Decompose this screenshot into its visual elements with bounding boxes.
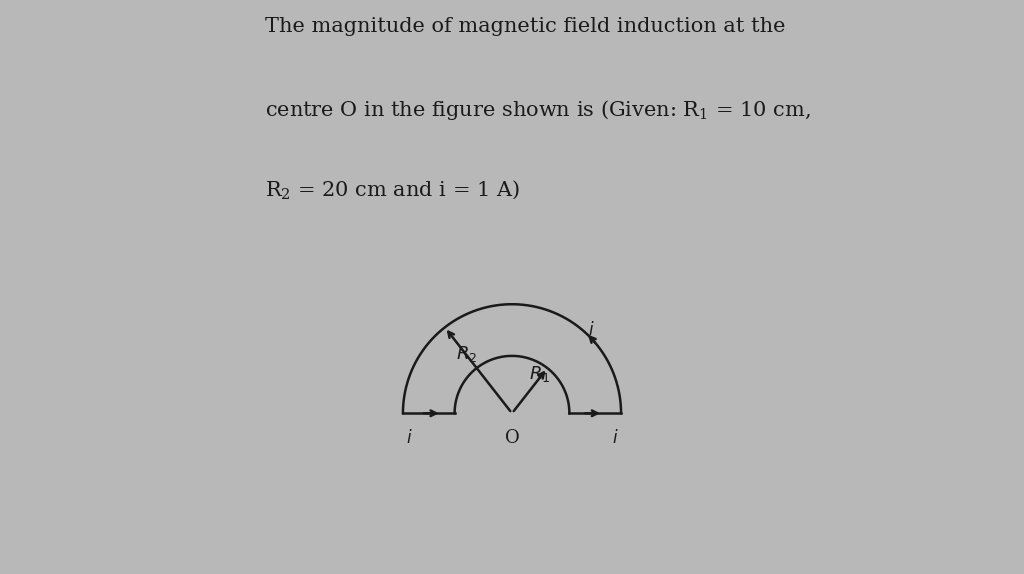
Text: $i$: $i$ bbox=[588, 321, 595, 339]
Text: The magnitude of magnetic field induction at the: The magnitude of magnetic field inductio… bbox=[265, 17, 785, 36]
Text: $R_2$: $R_2$ bbox=[456, 344, 477, 364]
Text: $i$: $i$ bbox=[611, 429, 618, 447]
Text: $\mathregular{R_2}$ = 20 cm and i = 1 A): $\mathregular{R_2}$ = 20 cm and i = 1 A) bbox=[265, 178, 520, 200]
Text: O: O bbox=[505, 429, 519, 447]
Text: $i$: $i$ bbox=[406, 429, 413, 447]
Text: centre O in the figure shown is (Given: $\mathregular{R_1}$ = 10 cm,: centre O in the figure shown is (Given: … bbox=[265, 98, 811, 122]
Text: $R_1$: $R_1$ bbox=[528, 364, 550, 384]
